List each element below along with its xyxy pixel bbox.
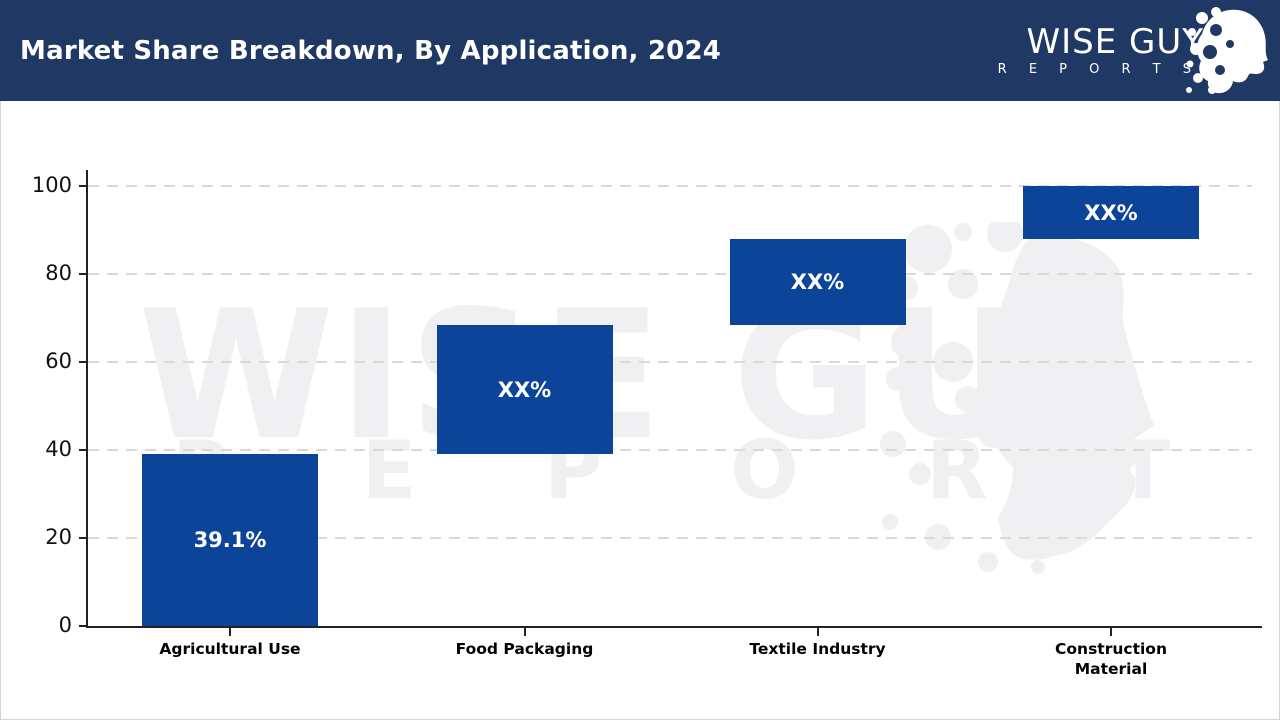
bar-textile-industry: XX% <box>729 239 906 326</box>
x-tick-label: Agricultural Use <box>159 640 301 658</box>
x-axis-line <box>86 626 1262 628</box>
brand-logo: WISE GUY R E P O R T S <box>998 0 1272 101</box>
x-tick-mark <box>816 628 819 636</box>
x-tick-label: Textile Industry <box>749 640 886 658</box>
chart-title: Market Share Breakdown, By Application, … <box>20 35 722 66</box>
logo-subtitle: R E P O R T S <box>997 62 1200 77</box>
y-tick-mark <box>79 361 87 363</box>
gridline <box>88 361 1252 363</box>
y-tick-mark <box>79 537 87 539</box>
y-tick-label: 60 <box>45 349 72 373</box>
x-tick-mark <box>229 628 231 636</box>
x-tick-label: Construction Material <box>1055 640 1167 678</box>
watermark-head-icon <box>880 222 1154 574</box>
logo-head-icon <box>1186 7 1268 94</box>
y-tick-mark <box>79 449 87 451</box>
x-tick-mark <box>1110 628 1112 636</box>
gridline <box>88 185 1252 187</box>
gridline <box>88 273 1252 275</box>
y-tick-mark <box>79 625 87 627</box>
y-tick-mark <box>79 273 87 275</box>
bar-construction-material: XX% <box>1023 186 1199 240</box>
logo-wordmark: WISE GUY <box>1026 22 1204 62</box>
x-tick-mark <box>523 628 526 636</box>
x-tick-label: Food Packaging <box>455 640 594 658</box>
gridline <box>88 449 1252 451</box>
bar-value-label: XX% <box>1084 200 1138 225</box>
gridline <box>88 537 1252 539</box>
bar-value-label: XX% <box>497 377 552 402</box>
y-tick-label: 80 <box>45 261 72 285</box>
bar-agricultural-use: 39.1% <box>142 453 318 626</box>
y-axis-line <box>86 170 88 628</box>
y-tick-label: 0 <box>58 613 72 637</box>
bar-value-label: 39.1% <box>193 527 267 552</box>
y-tick-mark <box>79 185 87 187</box>
header-bar: Market Share Breakdown, By Application, … <box>0 0 1280 101</box>
bar-value-label: XX% <box>790 270 845 295</box>
bar-food-packaging: XX% <box>436 325 613 454</box>
y-tick-label: 20 <box>45 525 72 549</box>
y-tick-label: 100 <box>31 173 72 197</box>
y-tick-label: 40 <box>45 437 72 461</box>
